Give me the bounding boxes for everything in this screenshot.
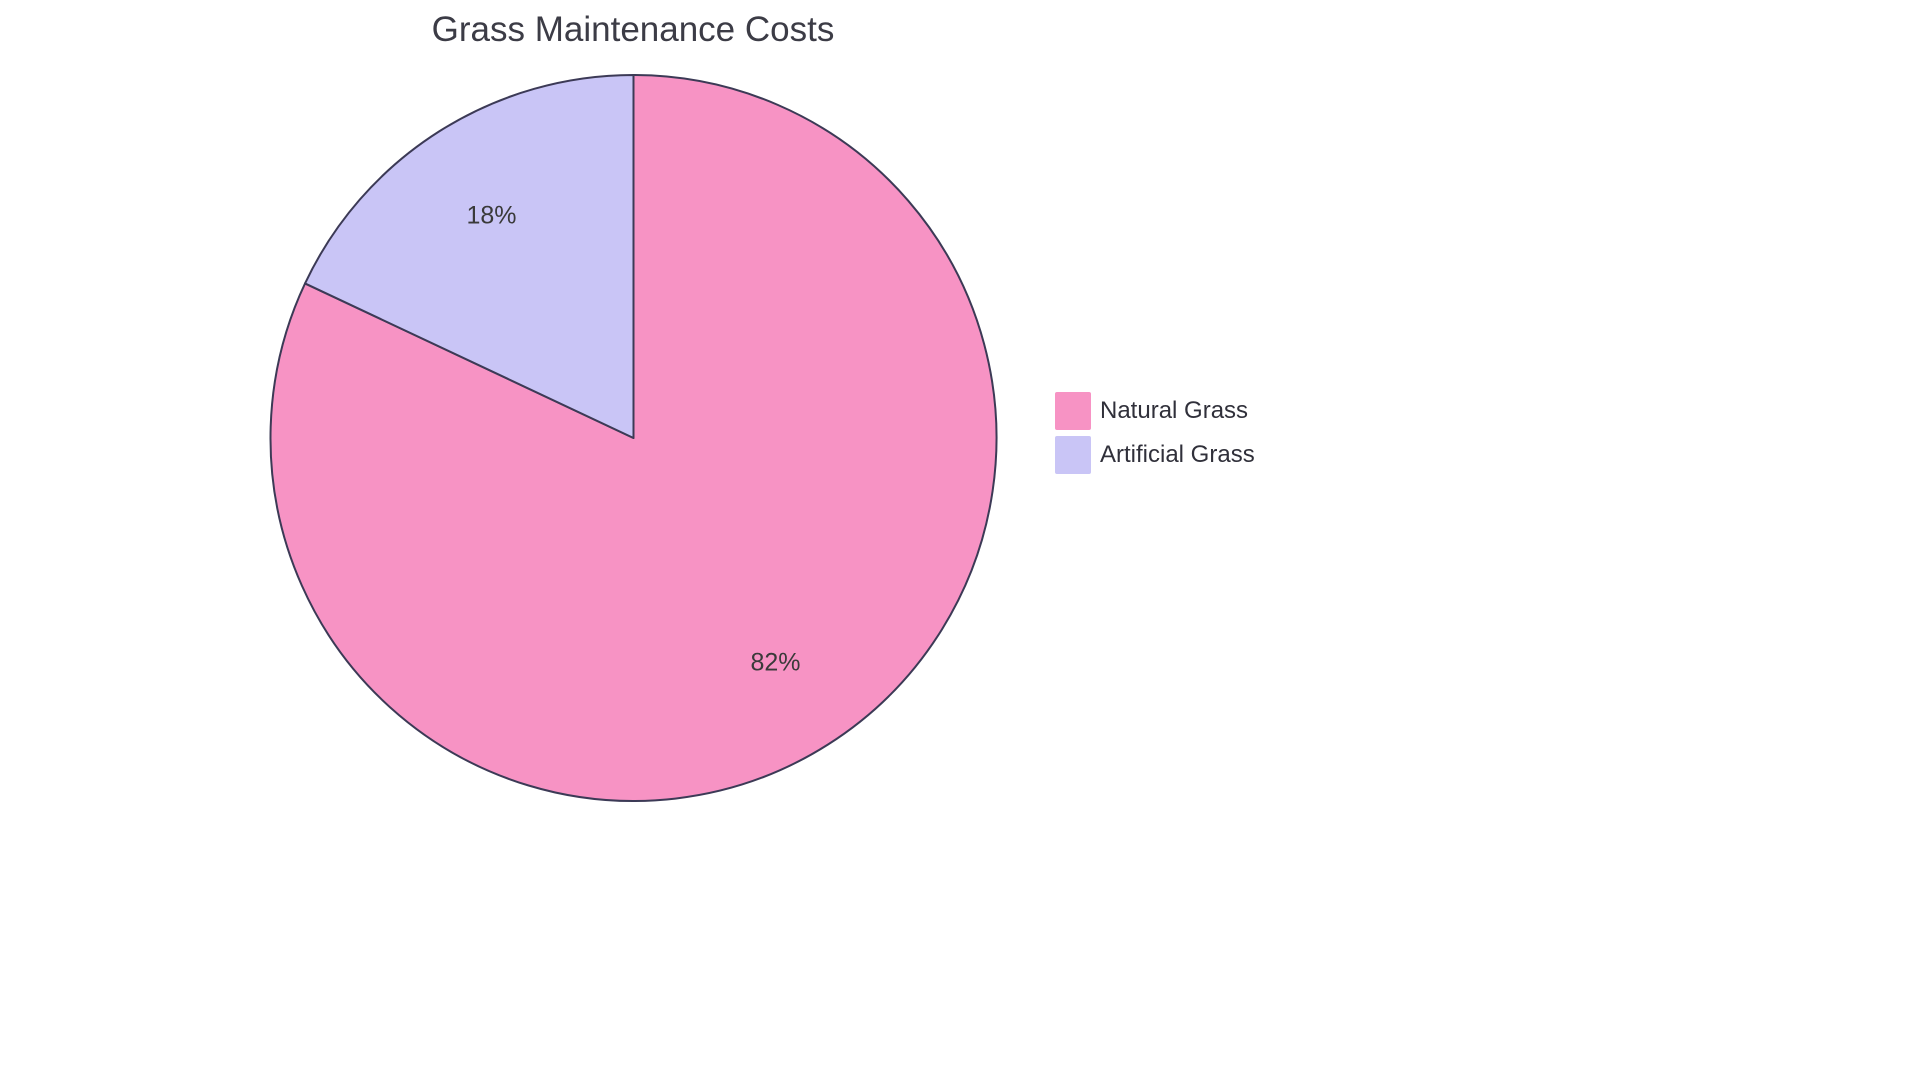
legend-item-artificial-grass: Artificial Grass (1055, 436, 1255, 474)
chart-title: Grass Maintenance Costs (431, 10, 835, 49)
pie-slice-artificial-grass (304, 74, 635, 439)
legend: Natural Grass Artificial Grass (1055, 392, 1255, 474)
legend-label-artificial-grass: Artificial Grass (1100, 441, 1255, 468)
legend-item-natural-grass: Natural Grass (1055, 392, 1255, 430)
slice-label-artificial-grass: 18% (466, 201, 516, 229)
legend-swatch-natural-grass (1055, 392, 1091, 430)
legend-label-natural-grass: Natural Grass (1100, 397, 1249, 424)
legend-swatch-artificial-grass (1055, 436, 1091, 474)
slice-label-natural-grass: 82% (750, 649, 800, 677)
